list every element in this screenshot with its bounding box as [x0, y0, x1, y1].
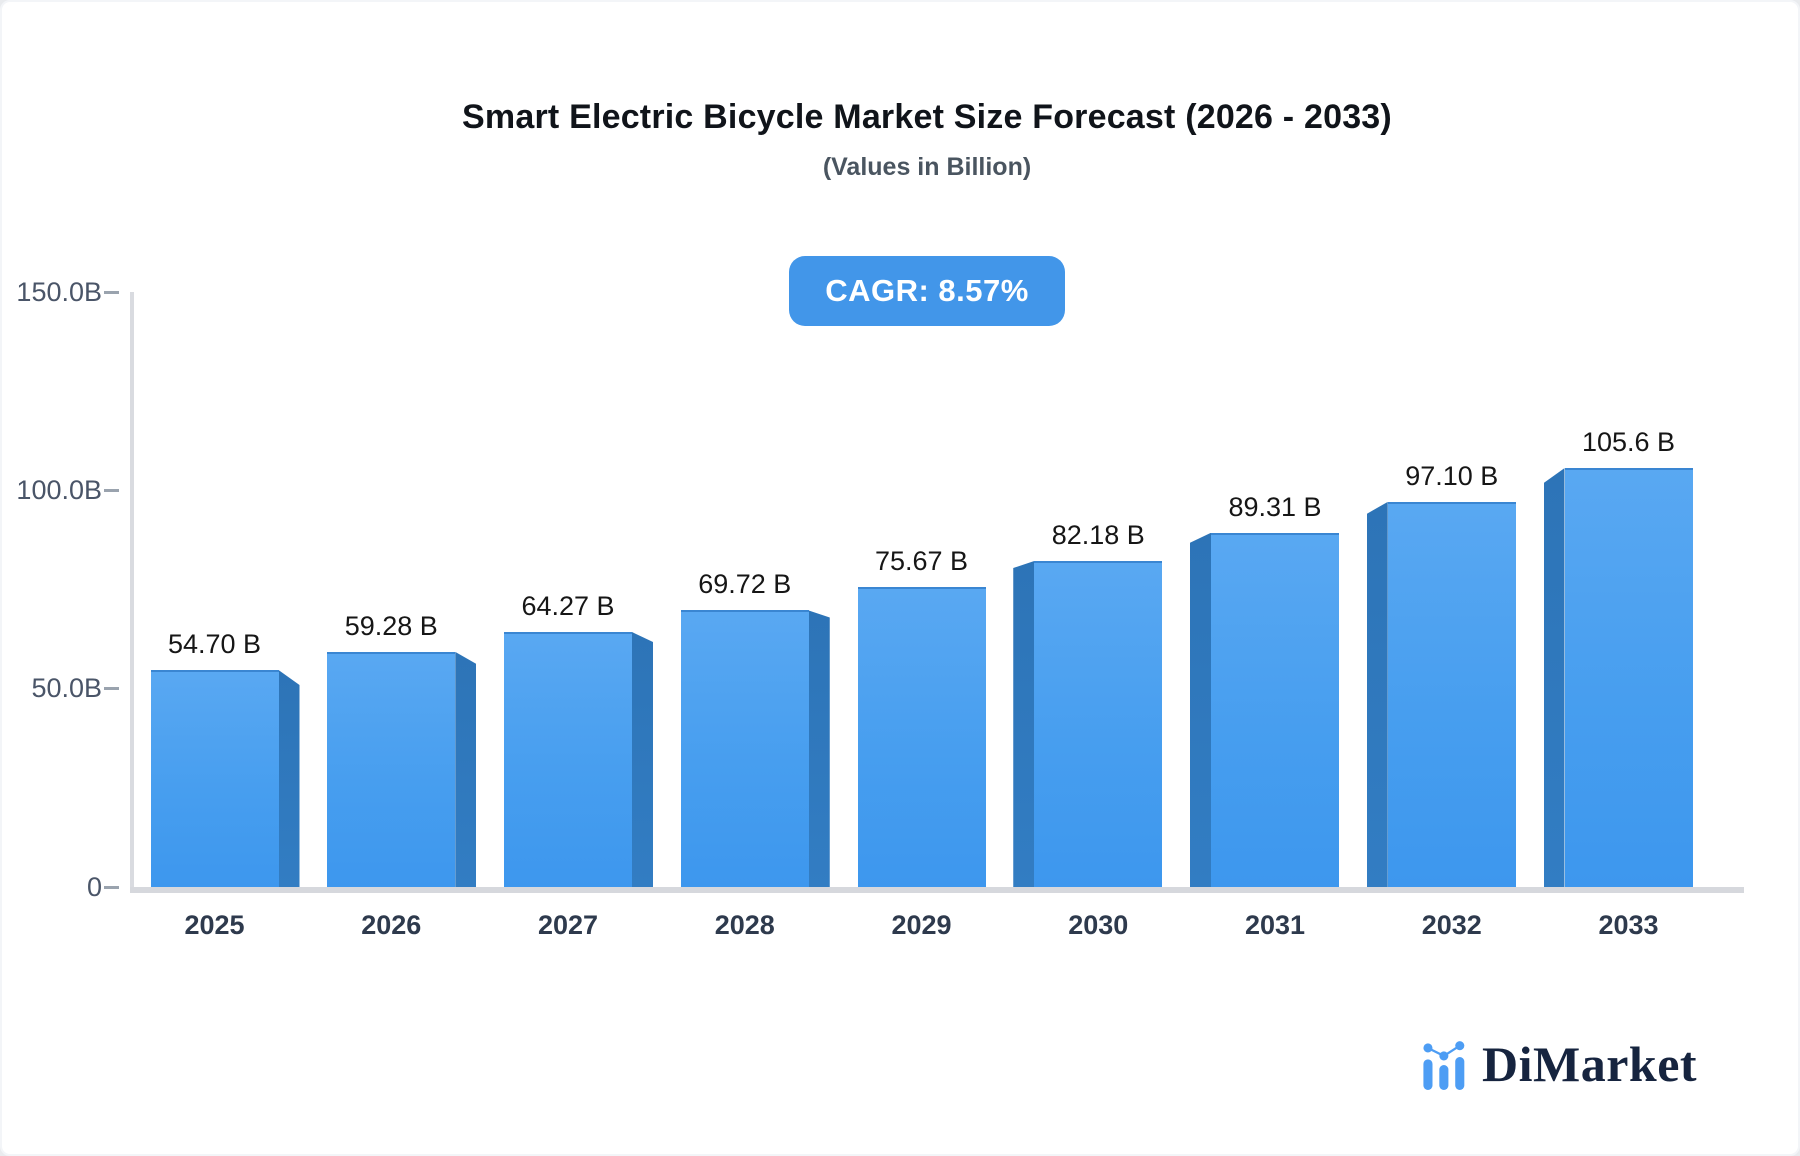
chart-header: Smart Electric Bicycle Market Size Forec…	[27, 2, 1798, 182]
dimarket-logo: DiMarket	[1422, 1038, 1697, 1090]
bar-value-label: 75.67 B	[874, 545, 969, 576]
x-axis-label: 2028	[714, 910, 775, 940]
y-axis-label: 50.0B	[31, 673, 102, 704]
bar-2030	[1034, 561, 1163, 887]
bar-2031	[1211, 532, 1339, 887]
dimarket-logo-text: DiMarket	[1482, 1036, 1698, 1092]
chart-title: Smart Electric Bicycle Market Size Forec…	[462, 98, 1392, 136]
bar-2029	[857, 586, 986, 887]
x-axis-label: 2029	[891, 910, 952, 940]
x-axis-label: 2033	[1598, 910, 1659, 940]
dimarket-logo-icon	[1423, 1041, 1465, 1090]
x-axis-label: 2027	[537, 910, 599, 940]
bar-value-label: 64.27 B	[521, 591, 615, 622]
bar-2028	[680, 610, 809, 887]
y-axis-tick	[104, 885, 119, 889]
bar-2033	[1564, 468, 1693, 887]
bar-side-2030	[1013, 561, 1035, 887]
bar-2027	[504, 632, 632, 887]
bar-value-label: 97.10 B	[1405, 460, 1499, 491]
bar-side-2031	[1190, 532, 1211, 887]
bar-side-2027	[632, 632, 653, 887]
bar-value-label: 59.28 B	[344, 610, 438, 641]
bar-2026	[327, 651, 456, 887]
bar-2025	[150, 670, 279, 887]
bar-2032	[1387, 501, 1516, 887]
bar-side-2032	[1366, 501, 1388, 887]
x-axis-label: 2031	[1244, 910, 1306, 940]
bar-side-2026	[455, 651, 477, 887]
x-axis-label: 2032	[1421, 910, 1482, 940]
y-axis-tick	[104, 290, 119, 294]
bar-value-label: 89.31 B	[1228, 491, 1322, 522]
bar-value-label: 82.18 B	[1051, 520, 1145, 551]
chart-subtitle: (Values in Billion)	[822, 153, 1032, 181]
x-axis-label: 2030	[1068, 910, 1129, 940]
cagr-badge: CAGR: 8.57%	[789, 256, 1065, 326]
bar-side-2028	[808, 610, 830, 887]
y-axis-label: 150.0B	[16, 276, 102, 307]
bar-side-2033	[1543, 468, 1565, 887]
y-axis-label: 100.0B	[16, 474, 102, 505]
y-axis-label: 0	[86, 871, 102, 902]
y-axis-line	[130, 292, 134, 887]
x-axis-label: 2025	[184, 910, 245, 940]
y-axis-tick	[104, 488, 119, 492]
bar-value-label: 69.72 B	[698, 569, 792, 600]
bar-value-label: 105.6 B	[1581, 427, 1676, 458]
x-axis-baseline	[130, 887, 1744, 893]
bar-value-label: 54.70 B	[167, 629, 262, 660]
x-axis-label: 2026	[361, 910, 422, 940]
bar-side-2025	[278, 670, 300, 887]
y-axis-tick	[104, 687, 119, 691]
